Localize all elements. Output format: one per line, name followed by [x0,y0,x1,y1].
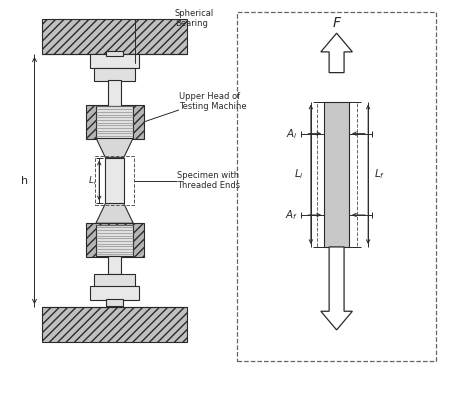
Bar [85,105,144,139]
Bar [90,286,139,300]
Bar [42,307,187,342]
Text: h: h [21,176,28,186]
Text: Specimen with
Threaded Ends: Specimen with Threaded Ends [177,171,240,190]
Polygon shape [321,33,352,73]
Bar [237,12,436,361]
Bar [324,102,349,247]
Text: $L_i$: $L_i$ [88,174,97,187]
Bar [96,106,133,138]
Bar [96,225,133,256]
Text: $A_f$: $A_f$ [285,208,298,222]
Text: Spherical
Bearing: Spherical Bearing [135,9,214,63]
Bar [42,19,187,54]
Text: $L_i$: $L_i$ [293,167,303,181]
Text: $L_f$: $L_f$ [374,167,386,181]
Text: F: F [333,16,341,30]
Text: $A_i$: $A_i$ [286,127,298,141]
Bar [85,223,144,257]
Bar [106,299,123,306]
Bar [317,102,356,247]
Bar [105,158,124,203]
Bar [94,274,135,287]
Text: Upper Head of
Testing Machine: Upper Head of Testing Machine [179,92,246,111]
Polygon shape [96,138,133,158]
Bar [109,80,121,106]
Bar [109,256,121,274]
Polygon shape [321,247,352,330]
Bar [106,51,123,56]
Bar [90,54,139,68]
Bar [95,156,134,205]
Bar [94,68,135,81]
Polygon shape [96,203,133,223]
